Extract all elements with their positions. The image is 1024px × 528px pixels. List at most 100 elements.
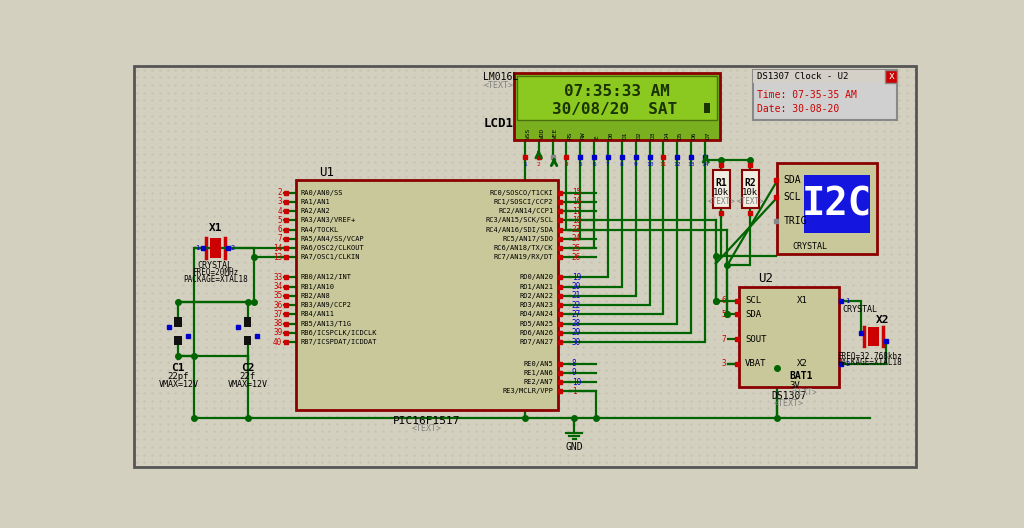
Text: D7: D7 [706, 131, 711, 139]
Text: 29: 29 [571, 328, 581, 337]
Text: 36: 36 [273, 300, 283, 309]
Text: RE0/AN5: RE0/AN5 [523, 361, 553, 366]
Text: DS1307 Clock - U2: DS1307 Clock - U2 [758, 72, 849, 81]
Bar [713, 169, 730, 208]
Text: x: x [889, 71, 894, 81]
Text: U2: U2 [758, 272, 773, 286]
Text: D0: D0 [608, 131, 613, 139]
Text: 22f: 22f [240, 372, 256, 381]
Text: X1: X1 [797, 296, 807, 305]
Bar [296, 181, 558, 410]
Text: D6: D6 [692, 131, 697, 139]
Bar [174, 317, 182, 327]
Text: 24: 24 [571, 234, 581, 243]
Text: TRIG: TRIG [783, 216, 807, 226]
Text: SDA: SDA [783, 175, 801, 185]
Bar [742, 169, 759, 208]
Text: D4: D4 [665, 131, 669, 139]
Text: 28: 28 [571, 319, 581, 328]
Text: VSS: VSS [525, 128, 530, 139]
Text: RC2/AN14/CCP1: RC2/AN14/CCP1 [498, 208, 553, 214]
Text: RB0/AN12/INT: RB0/AN12/INT [301, 275, 351, 280]
Text: PACKAGE=XTAL18: PACKAGE=XTAL18 [838, 359, 902, 367]
Text: 10k: 10k [742, 188, 759, 197]
Text: D3: D3 [650, 131, 655, 139]
Text: PIC16F1517: PIC16F1517 [393, 416, 461, 426]
Text: 2: 2 [537, 163, 541, 167]
Text: 7: 7 [606, 163, 610, 167]
Text: 1: 1 [196, 245, 200, 251]
Text: FREQ=32.768khz: FREQ=32.768khz [838, 352, 902, 361]
Text: SDA: SDA [745, 310, 761, 319]
Text: C2: C2 [241, 363, 254, 373]
Text: 11: 11 [659, 163, 668, 167]
Text: 2: 2 [845, 361, 849, 366]
Text: 34: 34 [273, 282, 283, 291]
Text: RD3/AN23: RD3/AN23 [519, 302, 553, 308]
Text: RC3/AN15/SCK/SCL: RC3/AN15/SCK/SCL [485, 218, 553, 223]
Text: RC0/SOSCO/T1CKI: RC0/SOSCO/T1CKI [489, 190, 553, 196]
Text: 8: 8 [620, 163, 624, 167]
Text: X1: X1 [209, 223, 222, 233]
Text: 1: 1 [845, 297, 849, 304]
Text: 3V: 3V [790, 381, 801, 390]
Text: 22: 22 [571, 300, 581, 309]
Bar [244, 336, 252, 345]
Bar [174, 336, 182, 345]
Text: VMAX=12V: VMAX=12V [227, 380, 267, 389]
Bar [517, 76, 717, 120]
Text: RC4/AN16/SDI/SDA: RC4/AN16/SDI/SDA [485, 227, 553, 233]
Text: LCD1: LCD1 [483, 117, 513, 130]
Text: 14: 14 [701, 163, 709, 167]
Text: GND: GND [565, 442, 583, 452]
Text: 5: 5 [722, 310, 727, 319]
Text: 40: 40 [273, 337, 283, 346]
Text: CRYSTAL: CRYSTAL [843, 305, 878, 314]
Text: 3: 3 [551, 163, 554, 167]
Text: 9: 9 [571, 369, 577, 378]
Bar [705, 103, 711, 114]
Bar [514, 73, 720, 140]
Text: 18: 18 [571, 216, 581, 225]
Text: FREQ=20MHz: FREQ=20MHz [193, 268, 239, 277]
Text: VBAT: VBAT [745, 359, 767, 368]
Text: RB7/ICSPDAT/ICDDAT: RB7/ICSPDAT/ICDDAT [301, 339, 377, 345]
Text: <TEXT>: <TEXT> [774, 399, 804, 408]
Bar [753, 70, 885, 83]
Text: RB1/AN10: RB1/AN10 [301, 284, 335, 290]
Text: RB3/AN9/CCP2: RB3/AN9/CCP2 [301, 302, 351, 308]
Text: 38: 38 [273, 319, 283, 328]
Text: BAT1: BAT1 [790, 371, 813, 381]
Text: C1: C1 [172, 363, 185, 373]
Text: RB4/AN11: RB4/AN11 [301, 312, 335, 317]
Text: 5: 5 [579, 163, 582, 167]
Text: Time: 07-35-35 AM: Time: 07-35-35 AM [758, 90, 857, 100]
Text: SOUT: SOUT [745, 335, 767, 344]
Text: 15: 15 [571, 188, 581, 197]
Text: 7: 7 [278, 234, 283, 243]
Text: 10: 10 [571, 378, 581, 386]
Text: RE2/AN7: RE2/AN7 [523, 379, 553, 385]
Text: RC6/AN18/TX/CK: RC6/AN18/TX/CK [494, 245, 553, 251]
Text: 33: 33 [273, 273, 283, 282]
Text: VMAX=12V: VMAX=12V [159, 380, 199, 389]
Text: 3: 3 [722, 359, 727, 368]
Text: 27: 27 [571, 310, 581, 319]
Text: <TEXT>: <TEXT> [483, 81, 513, 90]
Text: <TEXT>: <TEXT> [708, 197, 735, 206]
Text: 30/08/20  SAT: 30/08/20 SAT [552, 102, 677, 117]
Text: 17: 17 [571, 206, 581, 216]
Text: 16: 16 [571, 197, 581, 206]
Text: RW: RW [581, 131, 586, 139]
Text: SCL: SCL [745, 296, 761, 305]
Text: RA6/OSC2/CLKOUT: RA6/OSC2/CLKOUT [301, 245, 365, 251]
Text: 2: 2 [230, 245, 234, 251]
Text: 4: 4 [564, 163, 568, 167]
Text: 4: 4 [278, 206, 283, 216]
Text: D5: D5 [678, 131, 683, 139]
Text: <TEXT>: <TEXT> [412, 424, 442, 433]
Text: 6: 6 [722, 296, 727, 305]
Text: 19: 19 [571, 273, 581, 282]
Text: 07:35:33 AM: 07:35:33 AM [564, 84, 670, 99]
Bar [804, 175, 869, 233]
